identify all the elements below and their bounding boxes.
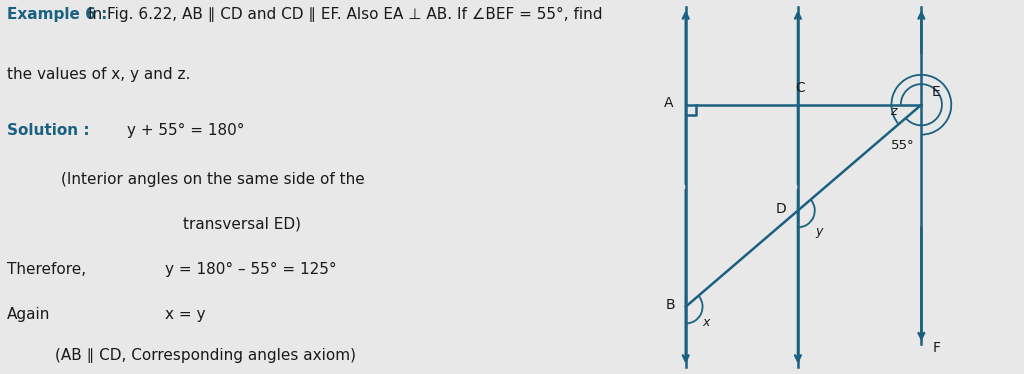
Text: F: F (932, 341, 940, 355)
Text: x: x (702, 316, 710, 329)
Text: B: B (666, 298, 676, 312)
Text: Again: Again (7, 307, 50, 322)
Text: Example 6 :: Example 6 : (7, 7, 113, 22)
Text: (Interior angles on the same side of the: (Interior angles on the same side of the (61, 172, 365, 187)
Text: y: y (815, 224, 822, 237)
Text: z: z (890, 105, 897, 118)
Text: In Fig. 6.22, AB ∥ CD and CD ∥ EF. Also EA ⊥ AB. If ∠BEF = 55°, find: In Fig. 6.22, AB ∥ CD and CD ∥ EF. Also … (88, 7, 603, 22)
Text: E: E (932, 85, 941, 99)
Text: y + 55° = 180°: y + 55° = 180° (122, 123, 245, 138)
Text: x = y: x = y (165, 307, 205, 322)
Text: D: D (776, 202, 786, 216)
Text: C: C (795, 81, 805, 95)
Text: Therefore,: Therefore, (7, 262, 86, 277)
Text: the values of x, y and z.: the values of x, y and z. (7, 67, 190, 82)
Text: transversal ED): transversal ED) (182, 217, 301, 232)
Text: y = 180° – 55° = 125°: y = 180° – 55° = 125° (165, 262, 336, 277)
Text: Solution :: Solution : (7, 123, 95, 138)
Text: A: A (665, 96, 674, 110)
Text: 55°: 55° (891, 140, 914, 152)
Text: (AB ∥ CD, Corresponding angles axiom): (AB ∥ CD, Corresponding angles axiom) (55, 348, 355, 363)
